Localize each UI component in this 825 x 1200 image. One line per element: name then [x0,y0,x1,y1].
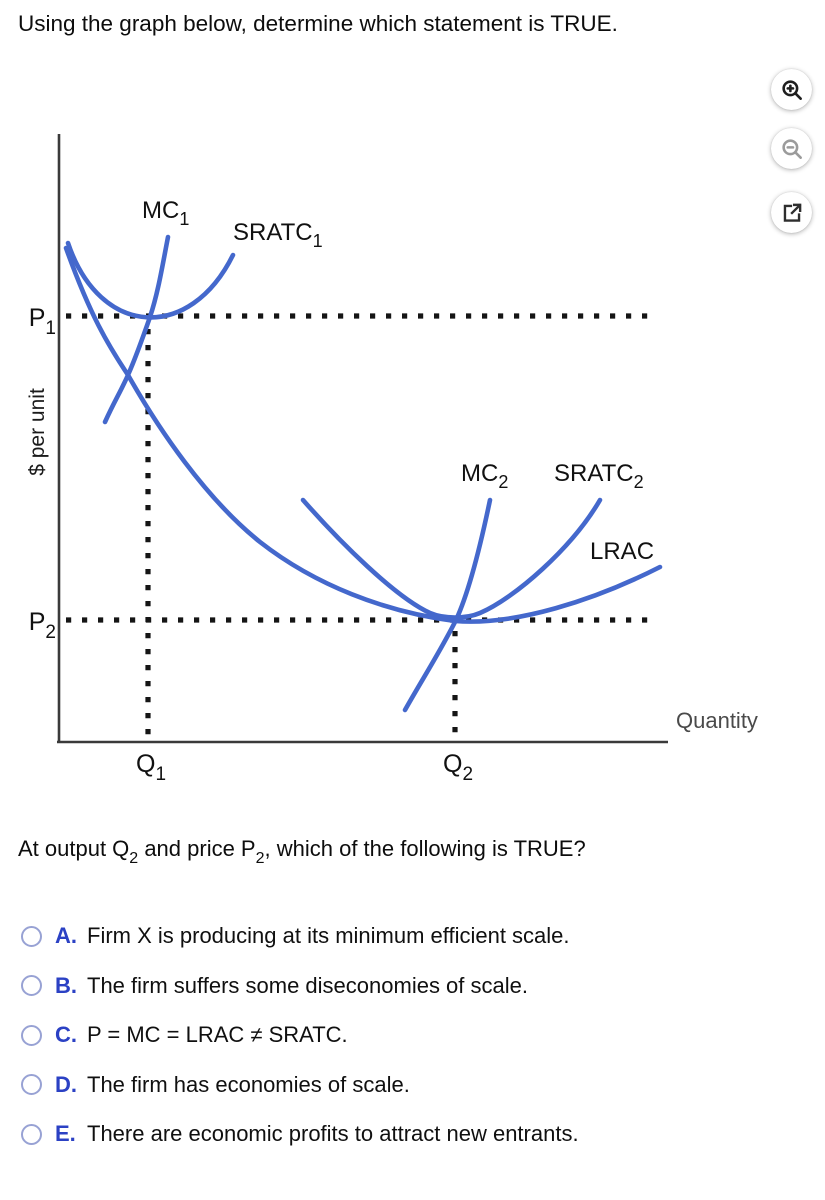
question-sub1: 2 [129,850,139,867]
x-axis-title: Quantity [676,708,758,733]
option-b-text: The firm suffers some diseconomies of sc… [87,972,528,998]
option-b-letter: B. [55,972,77,998]
q2-tick-label: Q2 [443,750,473,785]
option-e-text: There are economic profits to attract ne… [87,1121,579,1146]
option-d-radio[interactable] [21,1074,42,1095]
option-b-radio[interactable] [21,975,42,996]
mc2-curve [402,497,493,713]
lrac-label: LRAC [590,538,654,565]
option-c-radio[interactable] [21,1024,42,1046]
option-d-text: The firm has economies of scale. [87,1071,410,1097]
option-c-text: P = MC = LRAC ≠ SRATC. [87,1022,348,1047]
option-row-a[interactable]: A. Firm X is producing at its minimum ef… [18,922,808,950]
question-part3: , which of the following is TRUE? [264,836,586,861]
option-row-c[interactable]: C. P = MC = LRAC ≠ SRATC. [18,1021,808,1049]
option-row-d[interactable]: D. The firm has economies of scale. [18,1071,808,1099]
option-row-e[interactable]: E. There are economic profits to attract… [18,1120,808,1148]
open-in-new-window-button[interactable] [771,192,812,233]
option-row-b[interactable]: B. The firm suffers some diseconomies of… [18,972,808,1000]
q1-tick-label: Q1 [136,750,166,785]
p2-tick-label: P2 [29,608,56,643]
zoom-in-button[interactable] [771,69,812,110]
sratc2-label: SRATC2 [554,460,644,492]
zoom-out-button[interactable] [771,128,812,169]
y-axis-title: $ per unit [26,388,49,476]
option-c-letter: C. [55,1022,77,1047]
answer-options: A. Firm X is producing at its minimum ef… [18,922,808,1170]
sratc2-curve [300,497,603,620]
option-d-letter: D. [55,1071,77,1097]
sub-question-text: At output Q2 and price P2, which of the … [18,836,798,867]
option-a-radio[interactable] [21,925,42,947]
question-prompt: Using the graph below, determine which s… [18,11,618,36]
open-in-new-window-icon [783,203,801,222]
zoom-in-icon [781,79,802,100]
mc1-curve [102,234,171,425]
sratc1-label: SRATC1 [233,219,323,251]
mc1-label: MC1 [142,197,189,229]
mc2-label: MC2 [461,460,508,492]
option-e-radio[interactable] [21,1123,42,1145]
question-part2: and price P [138,836,256,861]
question-part1: At output Q [18,836,130,861]
option-e-letter: E. [55,1121,76,1146]
option-a-text: Firm X is producing at its minimum effic… [87,923,570,948]
zoom-out-icon [781,138,802,159]
cost-curves-graph: MC1 SRATC1 MC2 SRATC2 LRAC P1 P2 Q1 Q2 $… [26,134,758,785]
sratc1-curve [65,240,236,320]
option-a-letter: A. [55,923,77,948]
p1-tick-label: P1 [29,304,56,339]
lrac-curve [63,245,663,624]
question-sub2: 2 [255,850,265,867]
